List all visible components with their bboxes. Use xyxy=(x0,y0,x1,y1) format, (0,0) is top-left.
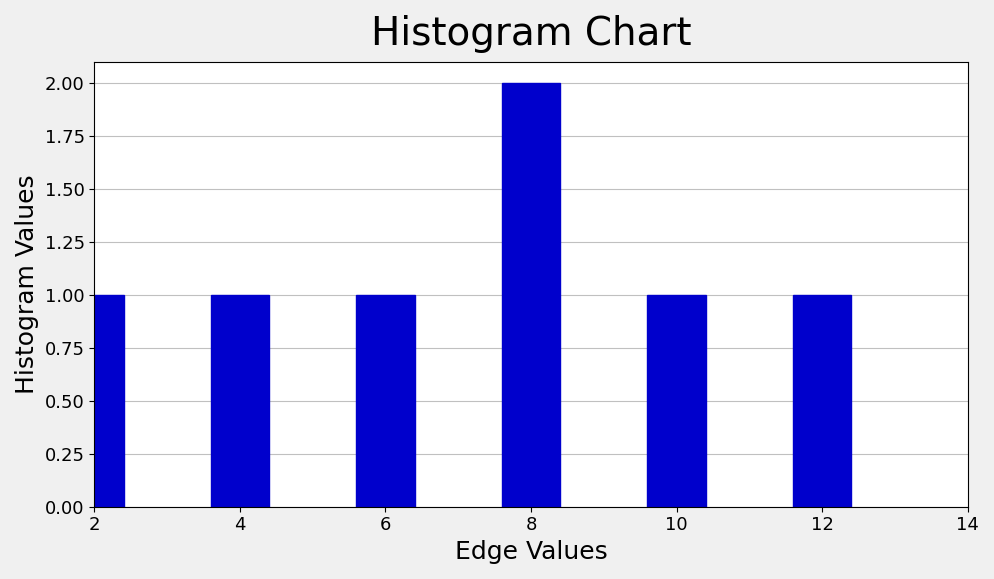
Y-axis label: Histogram Values: Histogram Values xyxy=(15,174,39,394)
Bar xyxy=(647,295,706,507)
Title: Histogram Chart: Histogram Chart xyxy=(371,15,691,53)
Bar xyxy=(793,295,851,507)
Bar xyxy=(66,295,123,507)
Bar xyxy=(502,83,560,507)
X-axis label: Edge Values: Edge Values xyxy=(454,540,607,564)
Bar xyxy=(211,295,269,507)
Bar xyxy=(357,295,414,507)
